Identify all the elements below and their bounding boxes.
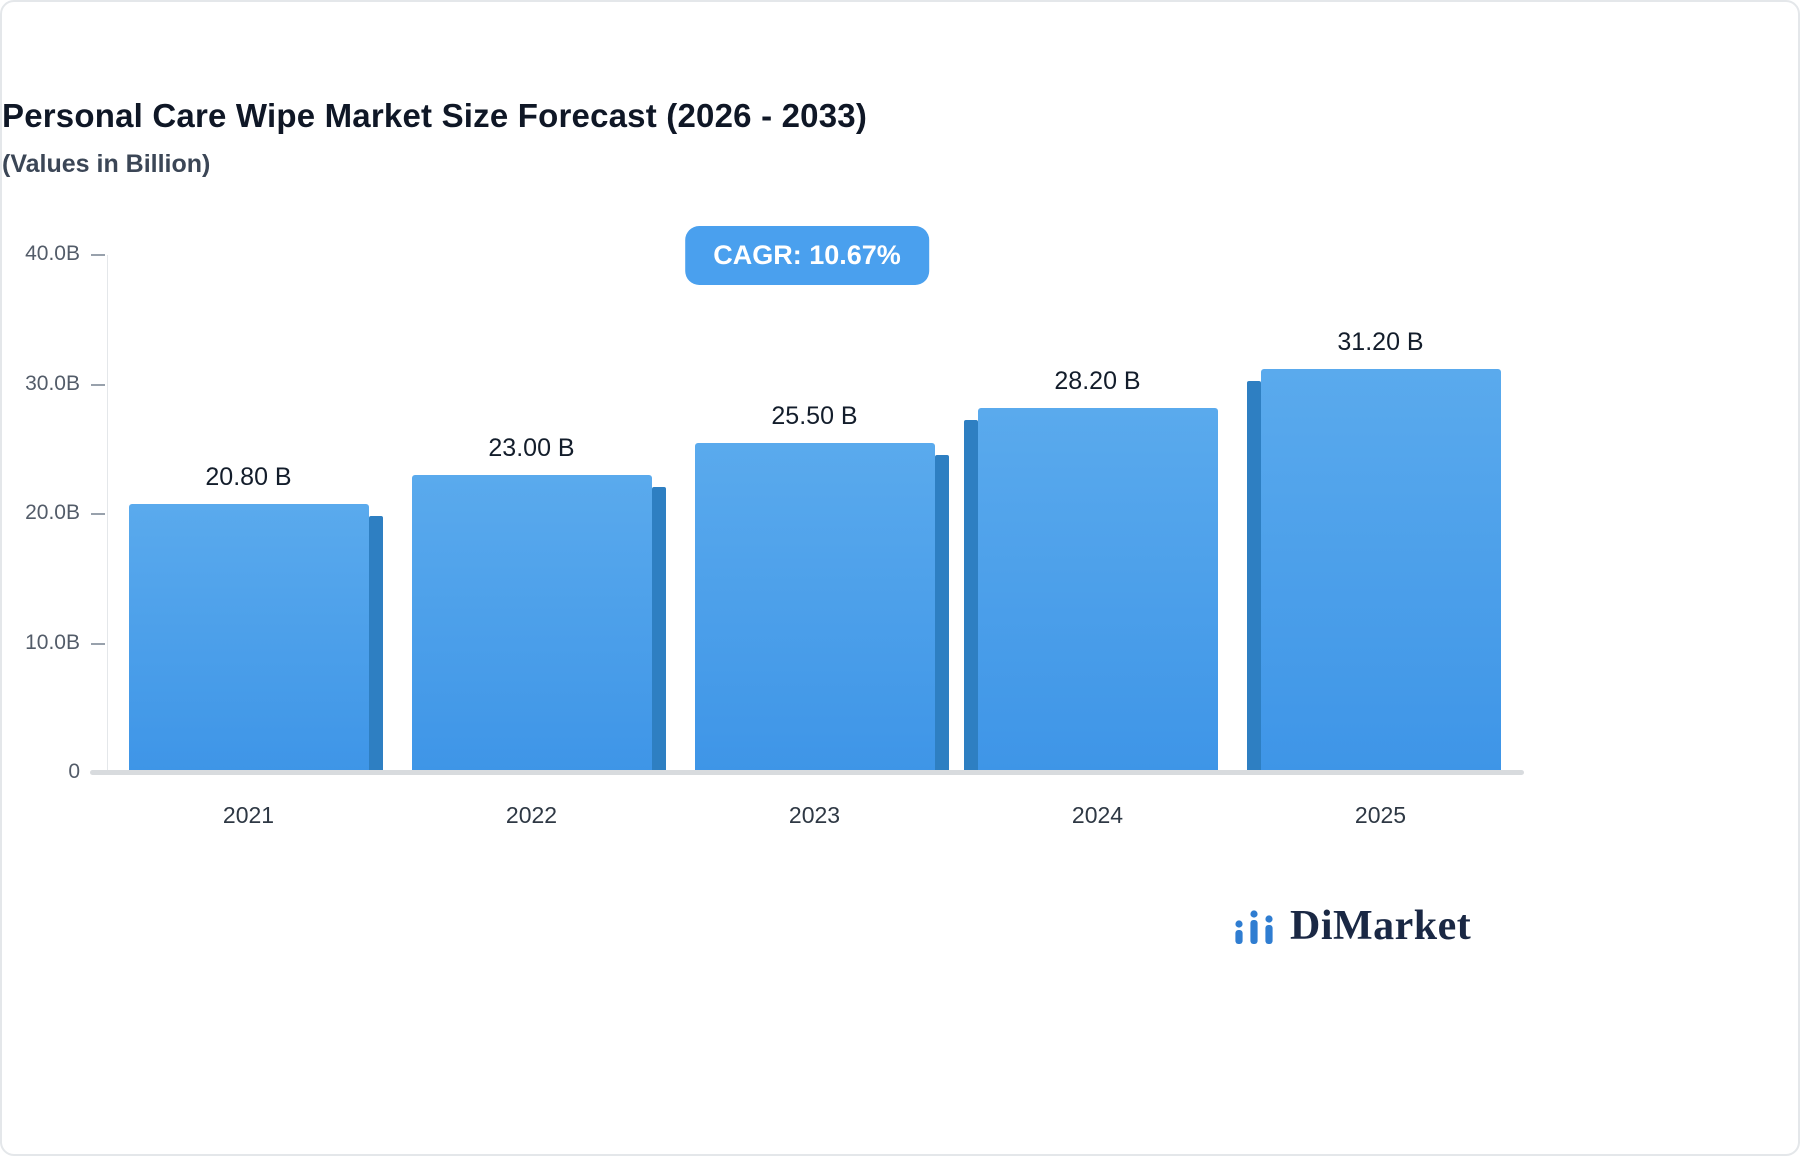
y-axis-tick — [91, 642, 105, 645]
bar-value-label: 20.80 B — [205, 462, 292, 491]
bar-side-shadow — [368, 515, 383, 773]
bar-value-label: 23.00 B — [488, 434, 575, 463]
y-axis-tick — [91, 254, 105, 256]
bar-value-label: 31.20 B — [1337, 327, 1424, 356]
bar-2021 — [128, 503, 369, 773]
x-axis-label: 2021 — [222, 802, 275, 828]
bar-side-shadow — [934, 454, 949, 773]
bar-2022 — [411, 475, 652, 773]
y-axis-tick-label: 30.0B — [25, 371, 80, 395]
y-axis-tick-label: 0 — [68, 760, 80, 783]
bar-side-shadow — [651, 487, 666, 773]
y-axis-tick-label: 10.0B — [25, 630, 80, 654]
bar-2024 — [977, 407, 1218, 773]
bar-side-shadow — [1246, 380, 1261, 773]
bar-side-shadow — [963, 419, 978, 773]
y-axis-tick-label: 40.0B — [25, 242, 80, 265]
dimarket-logo-icon — [1235, 910, 1273, 944]
brand-logo: DiMarket — [1230, 902, 1471, 950]
bar-value-label: 25.50 B — [771, 401, 858, 430]
bar-2025 — [1260, 368, 1501, 773]
plot-area: 20.80 B 2021 23.00 B 2022 25.50 B 2023 28.20 B… — [107, 255, 1522, 828]
x-axis-label: 2022 — [505, 802, 558, 828]
y-axis-tick-label: 20.0B — [25, 501, 80, 524]
chart-title: Personal Care Wipe Market Size Forecast … — [2, 97, 868, 134]
brand-name: DiMarket — [1290, 903, 1472, 949]
y-axis-tick — [91, 383, 105, 386]
chart-subtitle: (Values in Billion) — [2, 150, 211, 178]
y-axis-line — [107, 255, 108, 773]
x-axis-label: 2023 — [788, 802, 841, 828]
bar-value-label: 28.20 B — [1054, 366, 1141, 395]
x-axis-label: 2024 — [1071, 802, 1124, 828]
x-axis-line — [90, 770, 1524, 775]
cagr-badge: CAGR: 10.67% — [685, 226, 929, 285]
y-axis-tick — [91, 513, 105, 515]
x-axis-label: 2025 — [1354, 802, 1407, 828]
bar-2023 — [694, 442, 935, 773]
